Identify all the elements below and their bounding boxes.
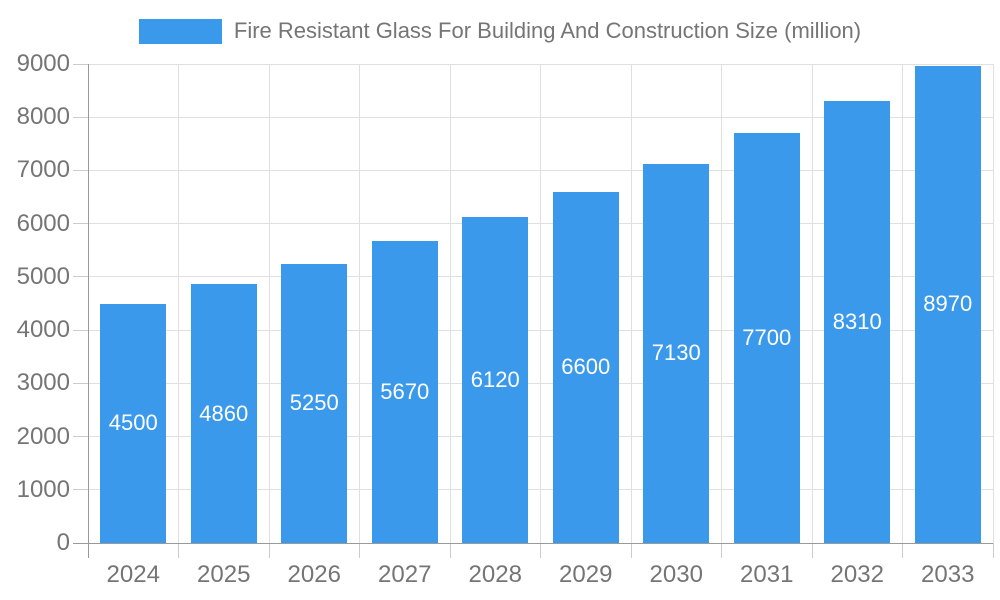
bar-value-label: 8970 (923, 291, 973, 317)
x-tick-mark (449, 543, 451, 558)
bar-value-label: 5250 (289, 390, 339, 416)
bar-2027[interactable] (371, 241, 438, 543)
x-tick-mark (540, 543, 541, 558)
bar-2024[interactable] (100, 303, 167, 543)
y-tick-mark (73, 223, 88, 225)
x-axis-tick-label: 2027 (378, 561, 432, 588)
y-axis-line (87, 64, 89, 558)
y-tick-mark (73, 276, 88, 278)
bar-2033[interactable] (914, 65, 981, 543)
x-axis-tick-label: 2026 (287, 561, 341, 588)
x-gridline (268, 64, 270, 543)
x-tick-mark (630, 543, 632, 558)
y-tick-mark (73, 436, 88, 438)
x-axis-tick-label: 2032 (830, 561, 884, 588)
x-gridline (902, 64, 903, 543)
bar-value-label: 7130 (651, 340, 701, 366)
bar-2026[interactable] (281, 263, 348, 543)
x-gridline (540, 64, 541, 543)
x-axis-line (73, 542, 993, 544)
y-axis-tick-label: 5000 (16, 262, 70, 290)
y-axis-tick-label: 0 (56, 529, 70, 556)
x-tick-mark (992, 543, 994, 558)
y-tick-mark (73, 63, 88, 65)
y-tick-mark (73, 329, 88, 331)
bar-value-label: 5670 (380, 379, 430, 405)
y-axis-tick-label: 3000 (16, 369, 70, 397)
bar-value-label: 7700 (742, 325, 792, 351)
y-axis-tick-label: 7000 (16, 156, 70, 184)
x-gridline (178, 64, 179, 543)
x-axis-tick-label: 2033 (921, 561, 975, 588)
x-gridline (992, 64, 994, 543)
y-axis-tick-label: 9000 (16, 50, 70, 77)
y-tick-mark (73, 116, 88, 118)
y-tick-mark (73, 382, 88, 384)
x-gridline (721, 64, 722, 543)
bar-2025[interactable] (190, 284, 257, 543)
bar-value-label: 8310 (832, 308, 882, 334)
x-axis-tick-label: 2029 (559, 561, 613, 588)
y-axis-tick-label: 8000 (16, 103, 70, 131)
x-tick-mark (902, 543, 903, 558)
bar-value-label: 4860 (199, 400, 249, 426)
bar-value-label: 4500 (108, 410, 158, 436)
y-axis-tick-label: 4000 (16, 316, 70, 344)
bar-2031[interactable] (733, 133, 800, 543)
bar-value-label: 6120 (470, 367, 520, 393)
bar-2032[interactable] (824, 100, 891, 543)
x-tick-mark (359, 543, 360, 558)
x-gridline (630, 64, 632, 543)
x-axis-tick-label: 2028 (468, 561, 522, 588)
legend-swatch (138, 18, 222, 44)
x-tick-mark (811, 543, 813, 558)
x-axis-tick-label: 2030 (649, 561, 703, 588)
y-tick-mark (73, 489, 88, 491)
y-axis-tick-label: 1000 (16, 475, 70, 503)
bar-2029[interactable] (552, 191, 619, 543)
x-tick-mark (178, 543, 179, 558)
x-axis-tick-label: 2024 (106, 561, 160, 588)
y-axis-tick-label: 2000 (16, 422, 70, 450)
legend-label: Fire Resistant Glass For Building And Co… (233, 18, 862, 43)
bar-2028[interactable] (462, 217, 529, 543)
y-axis-tick-label: 6000 (16, 209, 70, 237)
bar-value-label: 6600 (561, 354, 611, 380)
legend[interactable]: Fire Resistant Glass For Building And Co… (0, 18, 1000, 44)
x-gridline (359, 64, 360, 543)
bar-2030[interactable] (643, 163, 710, 543)
x-axis-tick-label: 2025 (197, 561, 251, 588)
x-gridline (811, 64, 813, 543)
y-tick-mark (73, 169, 88, 171)
x-axis-tick-label: 2031 (740, 561, 794, 588)
x-tick-mark (721, 543, 722, 558)
x-gridline (449, 64, 451, 543)
x-tick-mark (268, 543, 270, 558)
